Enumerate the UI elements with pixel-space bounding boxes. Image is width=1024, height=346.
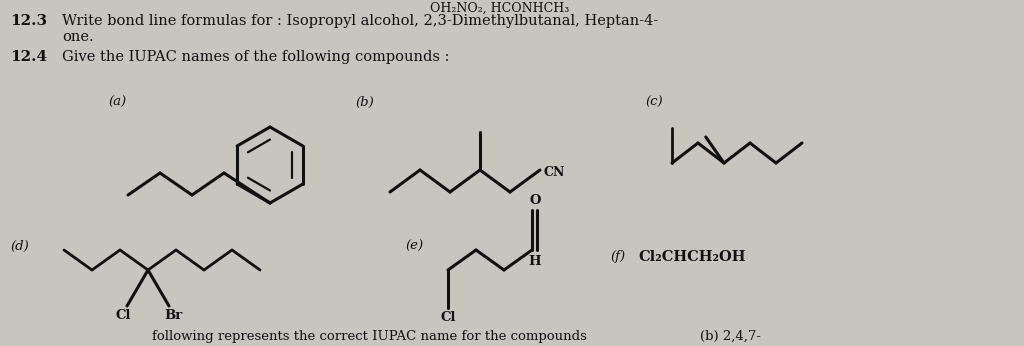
Text: (f): (f)	[610, 250, 625, 263]
Text: Write bond line formulas for : Isopropyl alcohol, 2,3-Dimethylbutanal, Heptan-4-: Write bond line formulas for : Isopropyl…	[62, 14, 658, 28]
Text: H: H	[528, 255, 542, 268]
Text: (b) 2,4,7-: (b) 2,4,7-	[700, 330, 761, 343]
Text: (d): (d)	[10, 240, 29, 253]
Text: 12.4: 12.4	[10, 50, 47, 64]
Text: one.: one.	[62, 30, 93, 44]
Text: (b): (b)	[355, 96, 374, 109]
Text: CN: CN	[543, 165, 564, 179]
Text: Cl: Cl	[440, 311, 456, 324]
Text: (c): (c)	[645, 96, 663, 109]
Text: (a): (a)	[108, 96, 126, 109]
Text: O: O	[529, 194, 541, 207]
Text: Br: Br	[164, 309, 182, 322]
Text: Cl₂CHCH₂OH: Cl₂CHCH₂OH	[638, 250, 745, 264]
Text: Give the IUPAC names of the following compounds :: Give the IUPAC names of the following co…	[62, 50, 450, 64]
Text: following represents the correct IUPAC name for the compounds: following represents the correct IUPAC n…	[152, 330, 587, 343]
Text: OH₂NO₂, HCONHCH₃: OH₂NO₂, HCONHCH₃	[430, 2, 569, 15]
Text: 12.3: 12.3	[10, 14, 47, 28]
Text: (e): (e)	[406, 240, 423, 253]
Text: Cl: Cl	[116, 309, 131, 322]
